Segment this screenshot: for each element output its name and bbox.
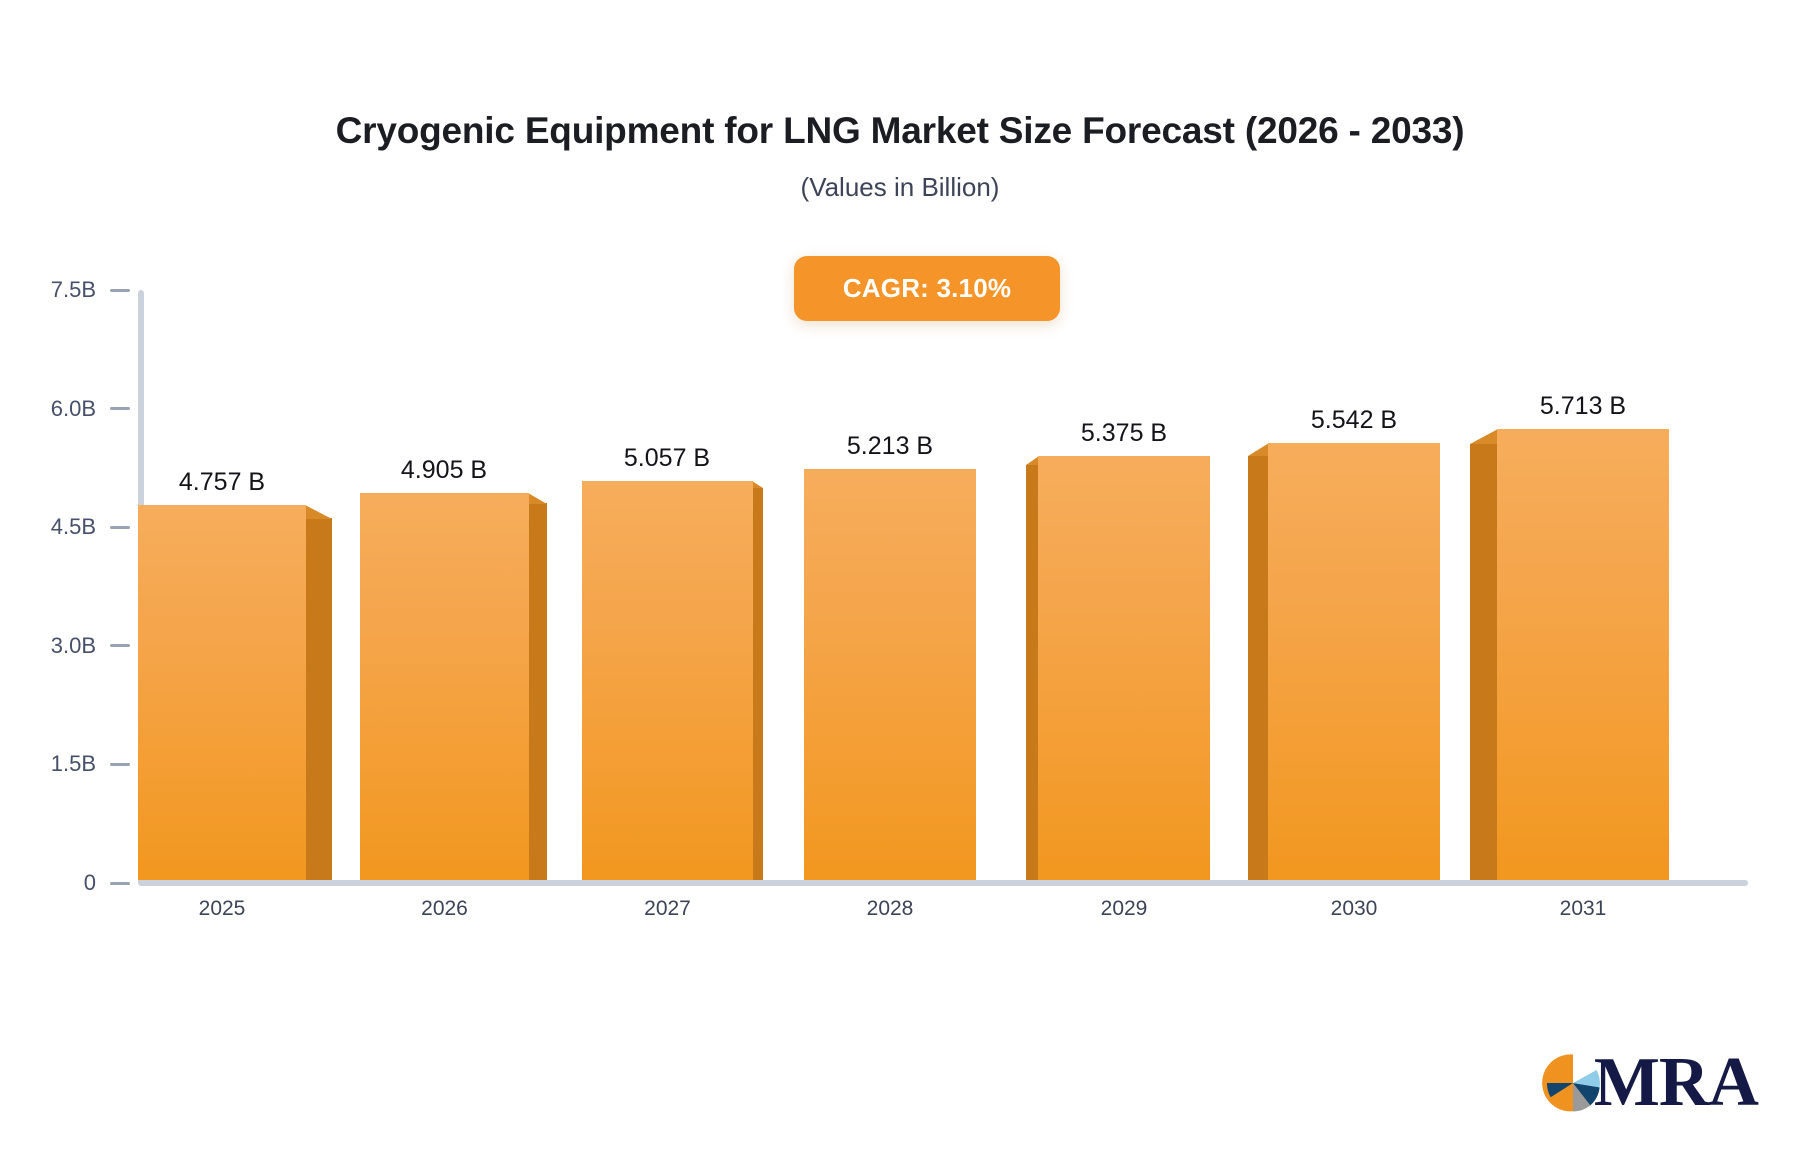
x-tick-label-2027: 2027 — [644, 897, 691, 920]
bar-group-2030: 5.542 B 2030 — [1248, 279, 1470, 920]
y-tick-6: 6.0B — [0, 395, 130, 421]
bar-group-2027: 5.057 B 2027 — [582, 279, 804, 920]
bar-2028[interactable] — [804, 469, 1026, 880]
y-tick-dash-icon — [110, 288, 130, 292]
y-tick-4: 3.0B — [0, 632, 130, 658]
y-tick-0: 0 — [0, 870, 130, 895]
y-tick-dash-icon — [110, 644, 130, 648]
bar-side-face — [752, 488, 763, 880]
y-tick-label: 0 — [83, 870, 96, 895]
cagr-badge-label: CAGR: 3.10% — [842, 273, 1012, 303]
y-tick-dash-icon — [110, 407, 130, 411]
bar-2030[interactable] — [1248, 443, 1470, 880]
bar-side-face — [1470, 444, 1498, 880]
y-tick-label: 4.5B — [50, 514, 96, 540]
bar-series: 4.757 B 2025 4.905 B 2026 — [138, 285, 1748, 920]
bar-group-2025: 4.757 B 2025 — [138, 279, 360, 920]
bar-front-face — [582, 481, 753, 880]
x-tick-label-2025: 2025 — [198, 897, 246, 920]
bar-group-2031: 5.713 B 2031 — [1470, 279, 1692, 920]
bar-value-label: 5.213 B — [846, 432, 934, 460]
bar-group-2026: 4.905 B 2026 — [360, 279, 582, 920]
bar-top-bevel — [1026, 456, 1039, 465]
bar-2031[interactable] — [1470, 429, 1692, 880]
bar-front-face — [360, 493, 529, 880]
y-tick-dash-icon — [110, 762, 130, 766]
plot-area: 7.5B 6.0B 4.5B 3.0B 1.5B 0 — [51, 277, 1748, 920]
bar-side-face — [1026, 465, 1039, 880]
chart-subtitle: (Values in Billion) — [800, 172, 1000, 202]
x-tick-label-2031: 2031 — [1559, 897, 1607, 920]
y-tick-dash-icon — [110, 881, 130, 885]
y-tick-5: 4.5B — [0, 514, 130, 540]
bar-top-bevel — [1470, 429, 1498, 444]
bar-top-bevel — [1248, 443, 1269, 456]
x-tick-label-2026: 2026 — [421, 897, 468, 920]
bar-value-label: 4.905 B — [400, 456, 488, 484]
bar-2029[interactable] — [1026, 456, 1248, 880]
cagr-badge: CAGR: 3.10% — [794, 256, 1060, 321]
bar-value-label: 5.713 B — [1539, 392, 1627, 420]
bar-value-label: 5.375 B — [1080, 419, 1168, 447]
y-tick-label: 1.5B — [50, 751, 96, 777]
page-title: Cryogenic Equipment for LNG Market Size … — [335, 110, 1465, 151]
brand-logo: MRA — [1541, 1044, 1759, 1121]
bar-2025[interactable] — [138, 505, 360, 880]
bar-front-face — [138, 505, 306, 880]
y-tick-dash-icon — [110, 525, 130, 529]
bar-group-2028: 5.213 B 2028 — [804, 279, 1026, 920]
bar-top-bevel — [305, 505, 332, 519]
bar-front-face — [1268, 443, 1440, 880]
y-tick-3: 1.5B — [0, 751, 130, 777]
y-tick-label: 3.0B — [50, 632, 96, 658]
x-tick-label-2028: 2028 — [866, 897, 914, 920]
bar-top-bevel — [752, 481, 763, 488]
y-tick-label: 6.0B — [50, 395, 96, 421]
x-tick-label-2029: 2029 — [1100, 897, 1148, 920]
bar-side-face — [1248, 456, 1269, 880]
bar-front-face — [1038, 456, 1210, 880]
bar-2027[interactable] — [582, 481, 804, 880]
bar-2026[interactable] — [360, 493, 582, 880]
bar-side-face — [528, 503, 547, 880]
bar-front-face — [1497, 429, 1669, 880]
logo-text: MRA — [1593, 1044, 1759, 1121]
bar-value-label: 5.057 B — [623, 444, 711, 472]
bar-top-bevel — [528, 493, 547, 504]
bar-group-2029: 5.375 B 2029 — [1026, 279, 1248, 920]
bar-front-face — [804, 469, 976, 880]
bar-value-label: 4.757 B — [178, 468, 266, 496]
pie-chart-icon — [1541, 1054, 1600, 1112]
bar-side-face — [305, 518, 332, 880]
x-axis-line — [138, 880, 1748, 886]
x-tick-label-2030: 2030 — [1330, 897, 1378, 920]
y-tick-7: 7.5B — [0, 277, 130, 302]
bar-value-label: 5.542 B — [1310, 406, 1398, 434]
y-tick-label: 7.5B — [50, 277, 96, 302]
